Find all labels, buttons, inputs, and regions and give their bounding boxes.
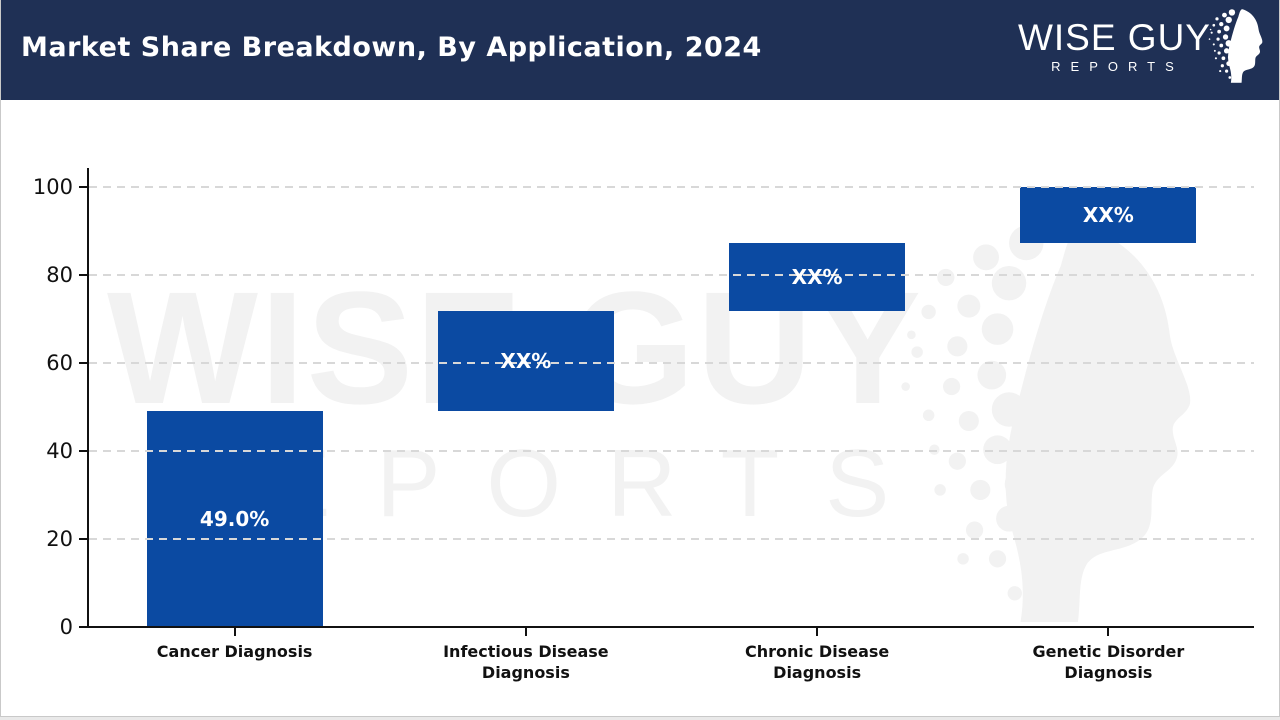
bar-value-label: 49.0%: [199, 507, 270, 532]
waterfall-bar: [729, 242, 906, 312]
x-tick: [816, 628, 819, 636]
y-tick: [79, 186, 87, 188]
logo-subtitle: REPORTS: [1051, 59, 1184, 74]
x-category-label: Cancer Diagnosis: [156, 642, 313, 661]
header: Market Share Breakdown, By Application, …: [1, 0, 1279, 100]
y-grid-line: [89, 450, 1254, 452]
logo-wordmark: WISE GUY: [1017, 17, 1211, 58]
y-tick-label: 0: [59, 615, 73, 639]
x-tick: [1107, 628, 1110, 636]
y-grid-line: [89, 538, 1254, 540]
y-tick: [79, 450, 87, 452]
y-tick-label: 80: [46, 263, 73, 287]
y-grid-line: [89, 186, 1254, 188]
y-tick-label: 100: [32, 175, 73, 199]
x-category-label: Genetic Disorder Diagnosis: [1032, 642, 1185, 682]
bar-value-label: XX%: [500, 349, 552, 374]
watermark-face-icon: [859, 220, 1205, 622]
y-tick: [79, 362, 87, 364]
bar-value-label: XX%: [791, 264, 843, 289]
bar-value-label: XX%: [1082, 202, 1134, 227]
x-tick: [233, 628, 236, 636]
x-category-label: Infectious Disease Diagnosis: [443, 642, 609, 682]
y-grid-line: [89, 274, 1254, 276]
wise-guy-logo: WISE GUY REPORTS: [1018, 8, 1265, 83]
y-tick-label: 40: [46, 439, 73, 463]
y-tick-label: 20: [46, 527, 73, 551]
y-axis-line: [87, 168, 89, 628]
x-axis-line: [86, 626, 1254, 628]
x-category-label: Chronic Disease Diagnosis: [744, 642, 890, 682]
waterfall-bar: [146, 411, 323, 627]
chart-title: Market Share Breakdown, By Application, …: [21, 32, 762, 63]
logo-face-icon: [1201, 8, 1265, 83]
x-tick: [524, 628, 527, 636]
y-tick: [79, 274, 87, 276]
logo-text: WISE GUY REPORTS: [1018, 17, 1211, 74]
y-tick: [79, 626, 87, 628]
waterfall-bar: [1020, 187, 1197, 243]
y-grid-line: [89, 362, 1254, 364]
waterfall-bar: [437, 311, 614, 412]
y-tick: [79, 538, 87, 540]
y-tick-label: 60: [46, 351, 73, 375]
